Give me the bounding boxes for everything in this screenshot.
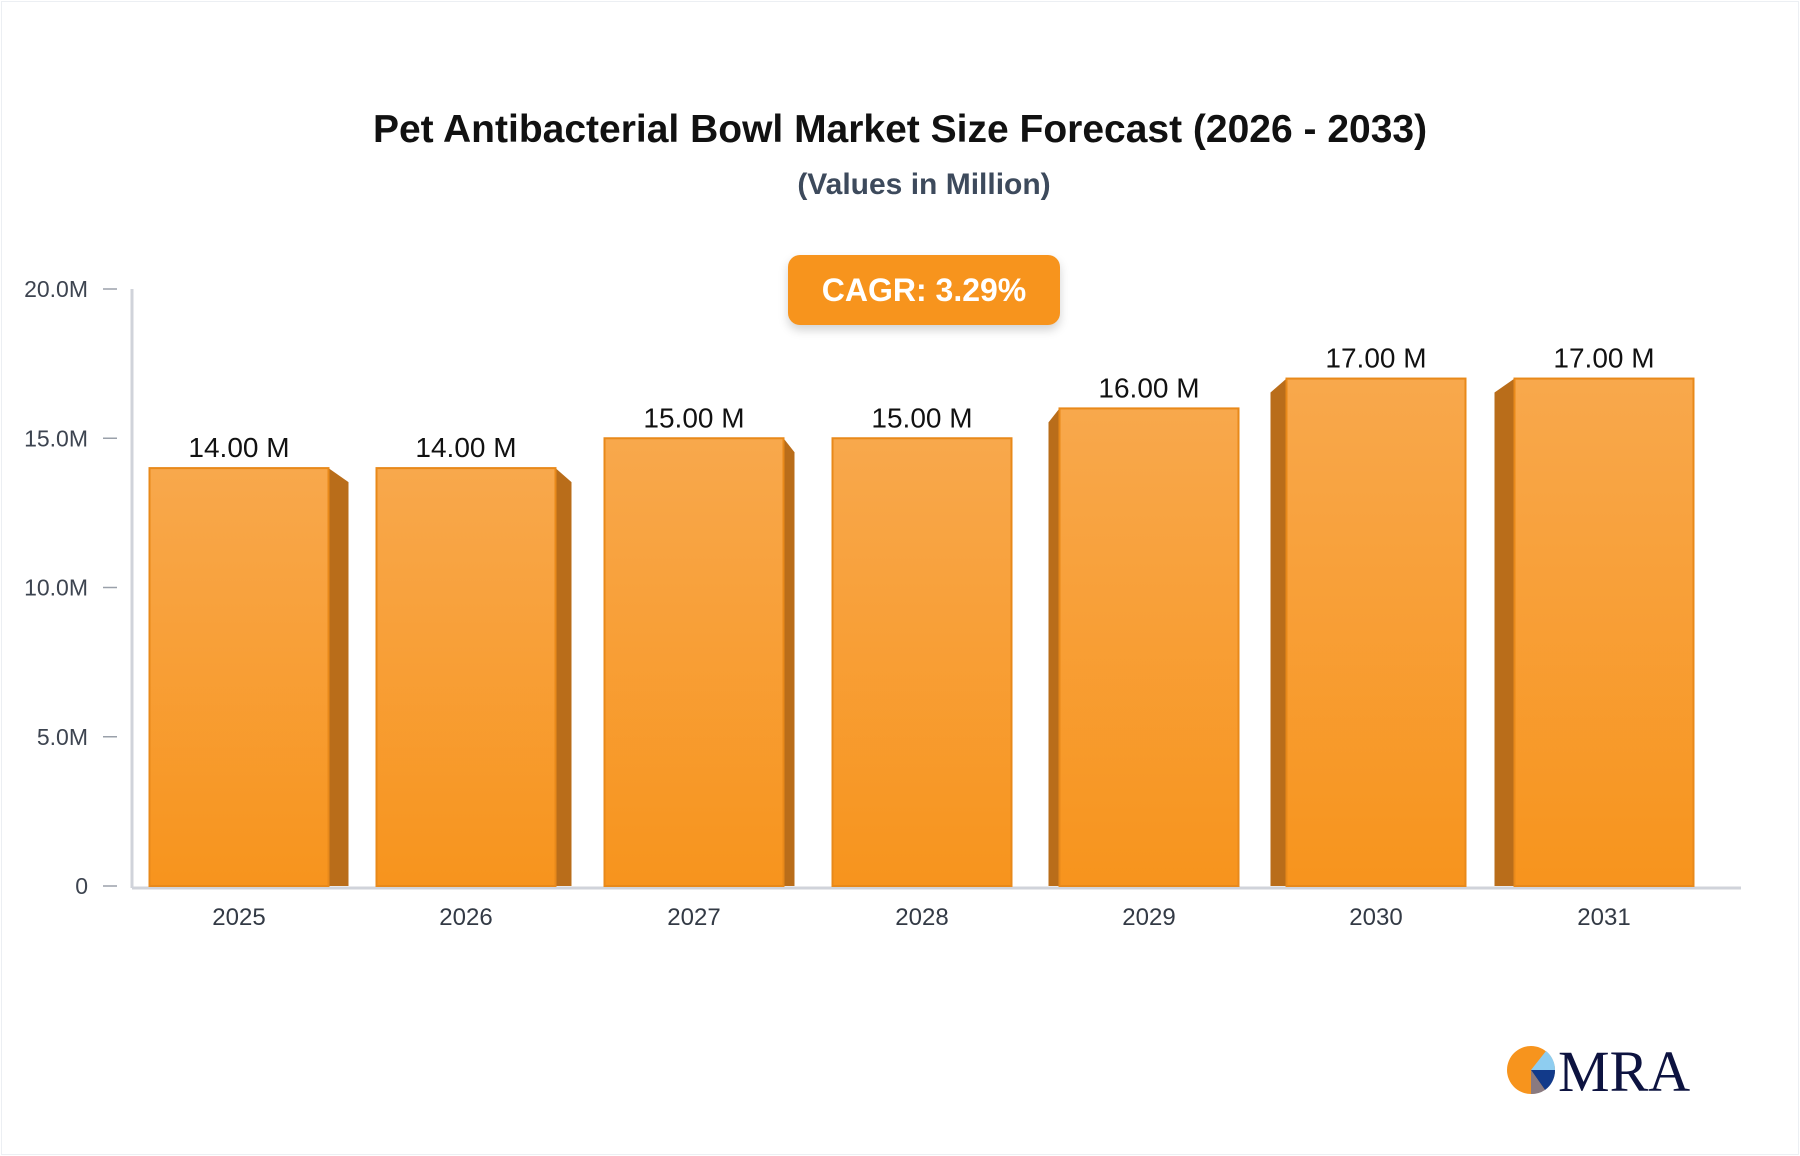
x-tick-label: 2026 — [439, 904, 492, 931]
data-label: 15.00 M — [871, 402, 972, 433]
x-tick-label: 2025 — [212, 904, 265, 931]
y-tick-label: 15.0M — [24, 425, 88, 451]
x-tick-label: 2028 — [895, 904, 948, 931]
y-tick-label: 20.0M — [24, 276, 88, 302]
data-label: 14.00 M — [415, 432, 516, 463]
bar-side — [555, 468, 572, 886]
x-tick-label: 2031 — [1577, 904, 1630, 931]
bar-2028 — [831, 437, 1013, 887]
bar-2025 — [148, 467, 330, 887]
data-label: 16.00 M — [1098, 372, 1199, 403]
y-tick-label: 10.0M — [24, 575, 88, 601]
x-tick-label: 2027 — [667, 904, 720, 931]
data-label: 15.00 M — [643, 402, 744, 433]
data-label: 17.00 M — [1325, 343, 1426, 374]
bar-2026 — [375, 467, 557, 887]
pie-logo-icon: MRA — [1507, 1040, 1690, 1100]
bar-side — [783, 438, 795, 886]
data-label: 17.00 M — [1553, 343, 1654, 374]
bar-2030 — [1285, 377, 1467, 887]
bar-side — [1048, 408, 1060, 886]
data-label: 14.00 M — [188, 432, 289, 463]
y-tick-label: 0 — [75, 873, 88, 899]
bar-2029 — [1058, 407, 1240, 887]
bar-side — [1270, 378, 1287, 886]
x-tick-label: 2030 — [1349, 904, 1402, 931]
bar-side — [328, 468, 349, 886]
chart-title: Pet Antibacterial Bowl Market Size Forec… — [372, 108, 1428, 151]
bar-2031 — [1513, 377, 1695, 887]
x-tick-label: 2029 — [1122, 904, 1175, 931]
chart-subtitle: (Values in Million) — [797, 168, 1051, 201]
cagr-badge: CAGR: 3.29% — [788, 255, 1060, 325]
y-tick-label: 5.0M — [37, 724, 88, 750]
bar-side — [1494, 378, 1515, 886]
logo-text: MRA — [1558, 1040, 1690, 1100]
mra-logo: MRA — [1506, 1040, 1696, 1100]
bar-2027 — [603, 437, 785, 887]
